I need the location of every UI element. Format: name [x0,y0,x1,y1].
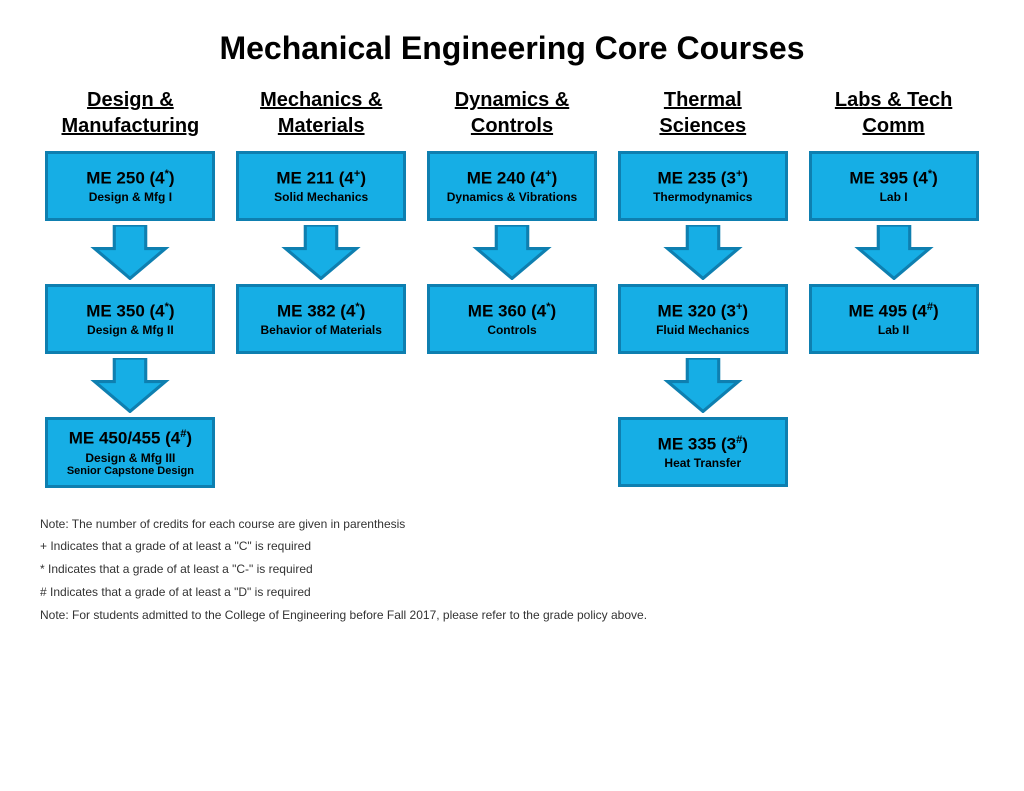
course-subtitle: Lab II [878,323,909,337]
course-node: ME 395 (4*)Lab I [809,151,979,221]
arrow-down-icon [90,225,170,280]
course-code: ME 382 (4*) [277,301,365,322]
course-subtitle: Behavior of Materials [261,323,382,337]
course-code: ME 240 (4+) [467,168,558,189]
course-subtitle: Design & Mfg II [87,323,174,337]
column-header: Dynamics & Controls [455,87,570,139]
course-node: ME 235 (3+)Thermodynamics [618,151,788,221]
course-subtitle: Design & Mfg I [89,190,172,204]
note-line: Note: For students admitted to the Colle… [40,604,984,627]
arrow-down-icon [663,358,743,413]
columns-container: Design &ManufacturingME 250 (4*)Design &… [40,87,984,488]
notes-section: Note: The number of credits for each cou… [40,513,984,627]
course-subtitle: Controls [487,323,536,337]
column-header-line1: Labs & Tech [835,89,952,111]
course-node: ME 450/455 (4#) Design & Mfg IIISenior Ca… [45,417,215,488]
course-subtitle: Lab I [880,190,908,204]
column-header-line1: Design & [87,89,174,111]
course-subtitle: Dynamics & Vibrations [447,190,578,204]
column-header: Thermal Sciences [659,87,746,139]
course-code: ME 450/455 (4#) [69,428,192,449]
column: Dynamics & Controls ME 240 (4+)Dynamics & … [422,87,603,488]
arrow-down-icon [663,225,743,280]
column-header-line2: Manufacturing [62,115,200,137]
column: Labs & Tech Comm ME 395 (4*)Lab I ME 495 (… [803,87,984,488]
course-code: ME 495 (4#) [848,301,938,322]
page-title: Mechanical Engineering Core Courses [40,30,984,67]
arrow-down-icon [854,225,934,280]
course-node: ME 240 (4+)Dynamics & Vibrations [427,151,597,221]
course-code: ME 350 (4*) [86,301,174,322]
column-header-line2: Comm [862,115,924,137]
column-header: Labs & Tech Comm [835,87,952,139]
course-node: ME 250 (4*)Design & Mfg I [45,151,215,221]
arrow-down-icon [281,225,361,280]
course-subtitle: Thermodynamics [653,190,752,204]
note-line: # Indicates that a grade of at least a "… [40,581,984,604]
note-line: + Indicates that a grade of at least a "… [40,535,984,558]
column-header: Design & Manufacturing [62,87,200,139]
column: Mechanics & Materials ME 211 (4+)Solid Mec… [231,87,412,488]
arrow-down-icon [472,225,552,280]
column-header-line2: Sciences [659,115,746,137]
course-code: ME 360 (4*) [468,301,556,322]
arrow-down-icon [90,358,170,413]
column-header-line2: Materials [278,115,365,137]
course-subtitle2: Senior Capstone Design [67,465,194,477]
course-node: ME 360 (4*)Controls [427,284,597,354]
column: Design &ManufacturingME 250 (4*)Design &… [40,87,221,488]
column-header-line2: Controls [471,115,553,137]
course-subtitle: Design & Mfg III [85,451,175,465]
note-line: * Indicates that a grade of at least a "… [40,558,984,581]
course-node: ME 382 (4*)Behavior of Materials [236,284,406,354]
column: Thermal Sciences ME 235 (3+)Thermodynamics… [612,87,793,488]
course-node: ME 335 (3#)Heat Transfer [618,417,788,487]
column-header-line1: Mechanics & [260,89,382,111]
course-code: ME 320 (3+) [658,301,749,322]
note-line: Note: The number of credits for each cou… [40,513,984,536]
course-subtitle: Solid Mechanics [274,190,368,204]
column-header-line1: Dynamics & [455,89,570,111]
course-code: ME 211 (4+) [276,168,366,189]
course-code: ME 395 (4*) [849,168,937,189]
course-code: ME 335 (3#) [658,434,748,455]
course-subtitle: Heat Transfer [664,456,741,470]
course-code: ME 250 (4*) [86,168,174,189]
column-header: Mechanics & Materials [260,87,382,139]
course-code: ME 235 (3+) [658,168,749,189]
course-node: ME 320 (3+)Fluid Mechanics [618,284,788,354]
course-node: ME 495 (4#)Lab II [809,284,979,354]
course-subtitle: Fluid Mechanics [656,323,749,337]
column-header-line1: Thermal [664,89,742,111]
course-node: ME 211 (4+)Solid Mechanics [236,151,406,221]
course-node: ME 350 (4*)Design & Mfg II [45,284,215,354]
